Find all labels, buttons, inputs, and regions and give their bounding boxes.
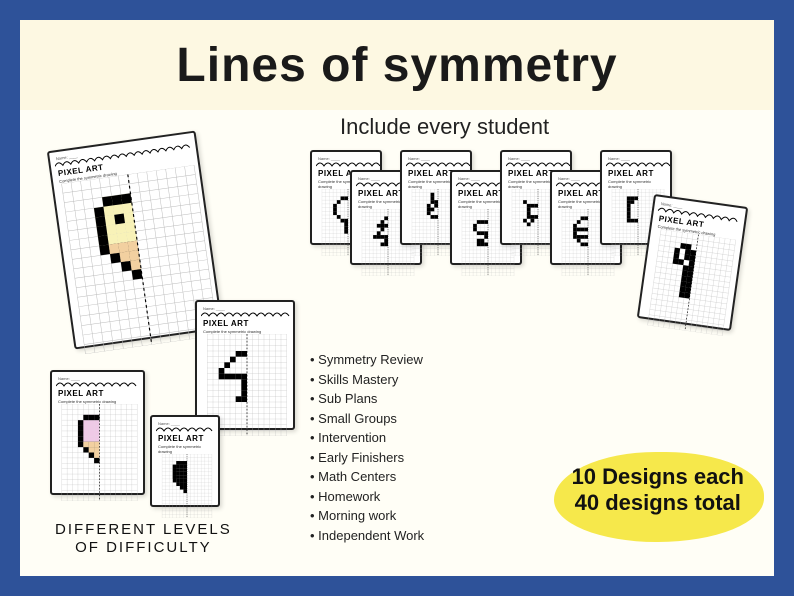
usage-list-item: Math Centers: [310, 467, 424, 487]
callout-line-1: 10 Designs each: [572, 464, 744, 490]
canvas: Lines of symmetry Include every student …: [20, 20, 774, 576]
worksheet-thumbnail: Name: ____PIXEL ARTComplete the symmetri…: [150, 415, 220, 507]
usage-list-item: Independent Work: [310, 526, 424, 546]
usage-list-item: Intervention: [310, 428, 424, 448]
design-count-callout: 10 Designs each 40 designs total: [572, 464, 744, 516]
usage-list-item: Small Groups: [310, 409, 424, 429]
worksheet-subheading: Complete the symmetric drawing: [608, 179, 666, 189]
worksheet-subheading: Complete the symmetric drawing: [158, 444, 214, 454]
worksheet-heading: PIXEL ART: [203, 319, 289, 328]
worksheet-heading: PIXEL ART: [158, 434, 214, 443]
difficulty-label: DIFFERENT LEVELS OF DIFFICULTY: [55, 521, 232, 559]
title-band: Lines of symmetry: [20, 20, 774, 110]
page-title: Lines of symmetry: [176, 38, 617, 93]
worksheet-thumbnail: Name: ____PIXEL ARTComplete the symmetri…: [637, 194, 748, 331]
difficulty-l2: OF DIFFICULTY: [75, 539, 212, 556]
usage-list-item: Early Finishers: [310, 448, 424, 468]
callout-line-2: 40 designs total: [572, 490, 744, 516]
worksheet-heading: PIXEL ART: [608, 169, 666, 178]
usage-list-item: Morning work: [310, 506, 424, 526]
usage-list-item: Sub Plans: [310, 389, 424, 409]
subtitle: Include every student: [340, 114, 549, 140]
usage-list-item: Skills Mastery: [310, 370, 424, 390]
worksheet-thumbnail: Name: ____PIXEL ARTComplete the symmetri…: [195, 300, 295, 430]
usage-list-item: Homework: [310, 487, 424, 507]
usage-list: Symmetry ReviewSkills MasterySub PlansSm…: [310, 350, 424, 545]
worksheet-heading: PIXEL ART: [58, 389, 139, 398]
worksheet-thumbnail: Name: ____PIXEL ARTComplete the symmetri…: [50, 370, 145, 495]
usage-list-item: Symmetry Review: [310, 350, 424, 370]
difficulty-l1: DIFFERENT LEVELS: [55, 521, 232, 538]
